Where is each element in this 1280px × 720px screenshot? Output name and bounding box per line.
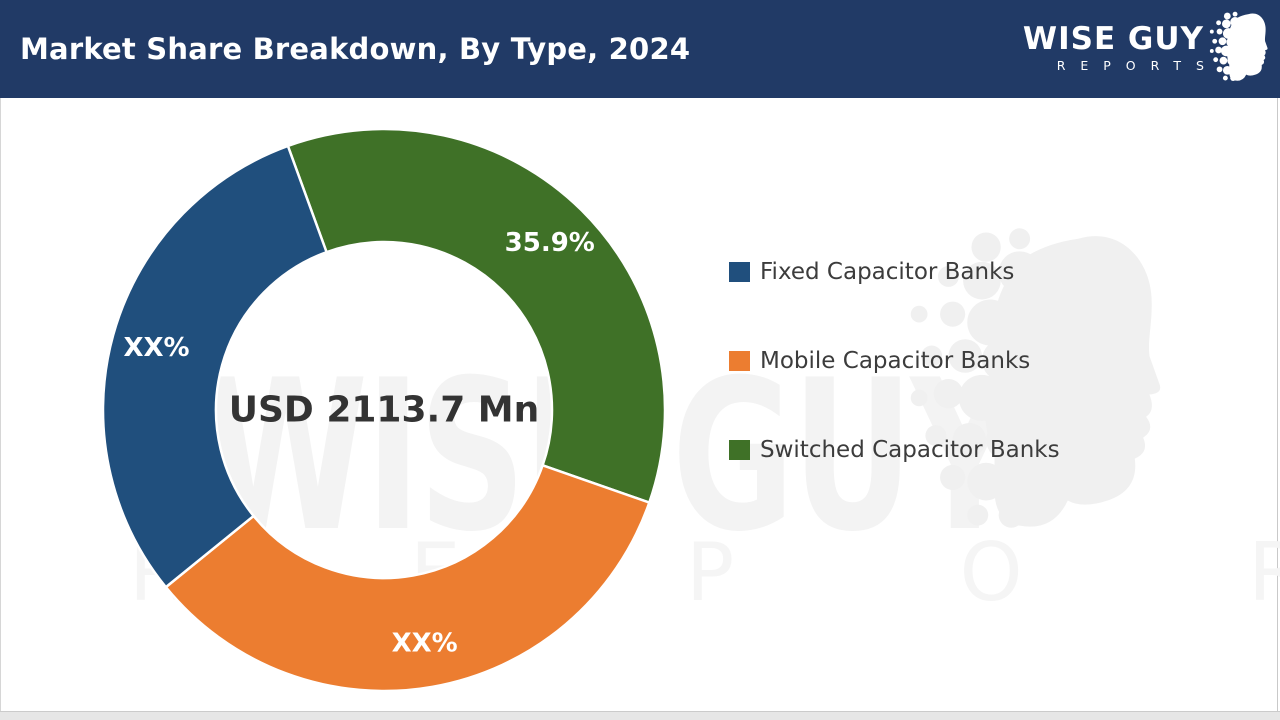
wiseguy-logo: WISE GUY REPORTS (1023, 8, 1268, 90)
logo-subtitle: REPORTS (1056, 58, 1219, 73)
segment-label: XX% (392, 628, 458, 658)
logo-wordmark: WISE GUY (1022, 21, 1204, 57)
page-title: Market Share Breakdown, By Type, 2024 (20, 32, 691, 66)
logo-face-icon (1206, 10, 1268, 88)
chart-legend: Fixed Capacitor Banks Mobile Capacitor B… (729, 259, 1060, 526)
legend-swatch (729, 262, 750, 282)
legend-item: Fixed Capacitor Banks (729, 259, 1060, 285)
logo-text: WISE GUY REPORTS (1023, 22, 1204, 76)
header: Market Share Breakdown, By Type, 2024 WI… (0, 0, 1280, 98)
donut-center-value: USD 2113.7 Mn (228, 389, 540, 431)
legend-item: Mobile Capacitor Banks (729, 348, 1060, 374)
donut-segment (101, 144, 329, 589)
legend-label: Switched Capacitor Banks (760, 437, 1060, 463)
legend-label: Fixed Capacitor Banks (760, 259, 1015, 285)
segment-label: 35.9% (505, 228, 595, 258)
legend-label: Mobile Capacitor Banks (760, 348, 1031, 374)
donut-segment (164, 463, 651, 693)
legend-item: Switched Capacitor Banks (729, 437, 1060, 463)
legend-swatch (729, 440, 750, 460)
chart-canvas: WISE GUY R E P O R T S 35.9%XX%XX% USD 2… (0, 98, 1280, 711)
segment-label: XX% (123, 333, 189, 363)
donut-segment (286, 127, 667, 505)
donut-chart: 35.9% XX% XX% (101, 127, 667, 693)
legend-swatch (729, 351, 750, 371)
footer-bar (0, 711, 1280, 720)
